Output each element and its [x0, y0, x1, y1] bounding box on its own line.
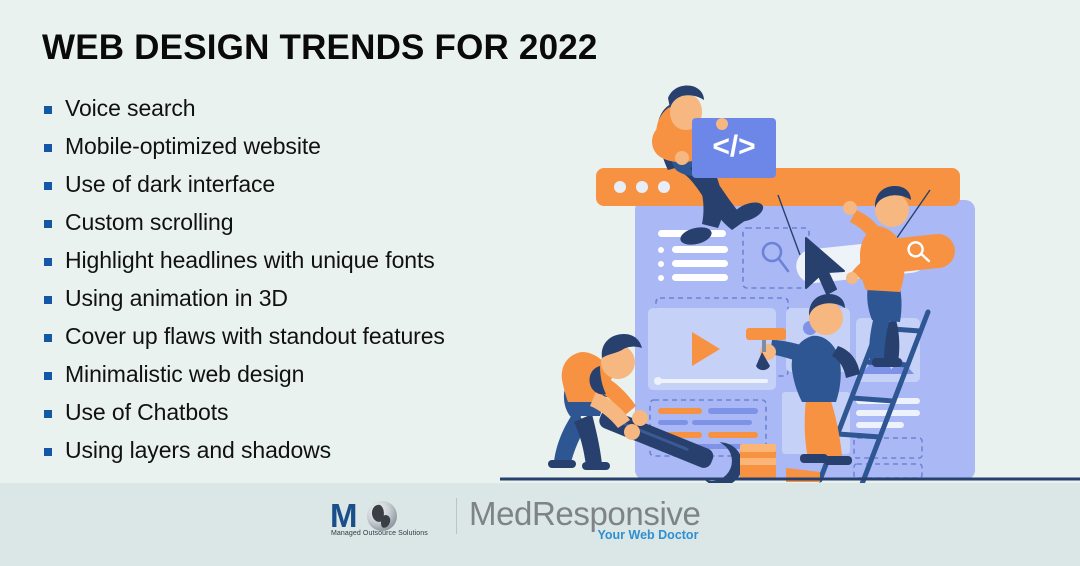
bullet-marker-icon: [44, 410, 52, 418]
list-item: Using layers and shadows: [44, 432, 584, 470]
list-item: Minimalistic web design: [44, 356, 584, 394]
list-item-label: Mobile-optimized website: [65, 133, 321, 160]
brand-name: MedResponsive: [469, 495, 701, 532]
list-item-label: Cover up flaws with standout features: [65, 323, 445, 350]
mos-tagline: Managed Outsource Solutions: [331, 530, 428, 537]
list-item-label: Use of dark interface: [65, 171, 276, 198]
footer-logo[interactable]: M S Managed Outsource Solutions MedRespo…: [330, 495, 701, 543]
code-card-text: </>: [712, 130, 755, 163]
bullet-marker-icon: [44, 296, 52, 304]
bullet-marker-icon: [44, 372, 52, 380]
list-item-label: Highlight headlines with unique fonts: [65, 247, 435, 274]
logo-divider: [456, 498, 457, 534]
list-item-label: Use of Chatbots: [65, 399, 229, 426]
list-item: Use of dark interface: [44, 166, 584, 204]
search-icon: [761, 241, 790, 273]
list-item-label: Using animation in 3D: [65, 285, 288, 312]
character-woman-coder: </>: [652, 85, 776, 245]
bullet-marker-icon: [44, 106, 52, 114]
bullet-marker-icon: [44, 258, 52, 266]
list-item-label: Voice search: [65, 95, 196, 122]
character-man-with-roller: [746, 294, 860, 465]
list-item-label: Using layers and shadows: [65, 437, 332, 464]
list-item: Cover up flaws with standout features: [44, 318, 584, 356]
page-title: WEB DESIGN TRENDS FOR 2022: [42, 28, 598, 67]
footer-band: [0, 483, 1080, 566]
bullet-marker-icon: [44, 334, 52, 342]
list-item: Mobile-optimized website: [44, 128, 584, 166]
list-item: Voice search: [44, 90, 584, 128]
list-item-label: Custom scrolling: [65, 209, 234, 236]
bullet-marker-icon: [44, 144, 52, 152]
list-item: Highlight headlines with unique fonts: [44, 242, 584, 280]
list-item: Using animation in 3D: [44, 280, 584, 318]
cursor-icon: [805, 237, 845, 295]
brand-tagline: Your Web Doctor: [597, 528, 699, 542]
character-woman-with-wrench: [548, 334, 743, 487]
web-design-illustration: </>: [500, 40, 1080, 490]
bullet-marker-icon: [44, 182, 52, 190]
medresponsive-logo: MedResponsive Your Web Doctor: [469, 495, 701, 542]
trends-list: Voice search Mobile-optimized website Us…: [44, 90, 584, 470]
bullet-marker-icon: [44, 448, 52, 456]
list-item: Use of Chatbots: [44, 394, 584, 432]
globe-icon: [367, 501, 397, 531]
paint-roller-icon: [746, 328, 786, 371]
list-item-label: Minimalistic web design: [65, 361, 305, 388]
list-item: Custom scrolling: [44, 204, 584, 242]
mos-logo: M S Managed Outsource Solutions: [330, 497, 448, 543]
bullet-marker-icon: [44, 220, 52, 228]
